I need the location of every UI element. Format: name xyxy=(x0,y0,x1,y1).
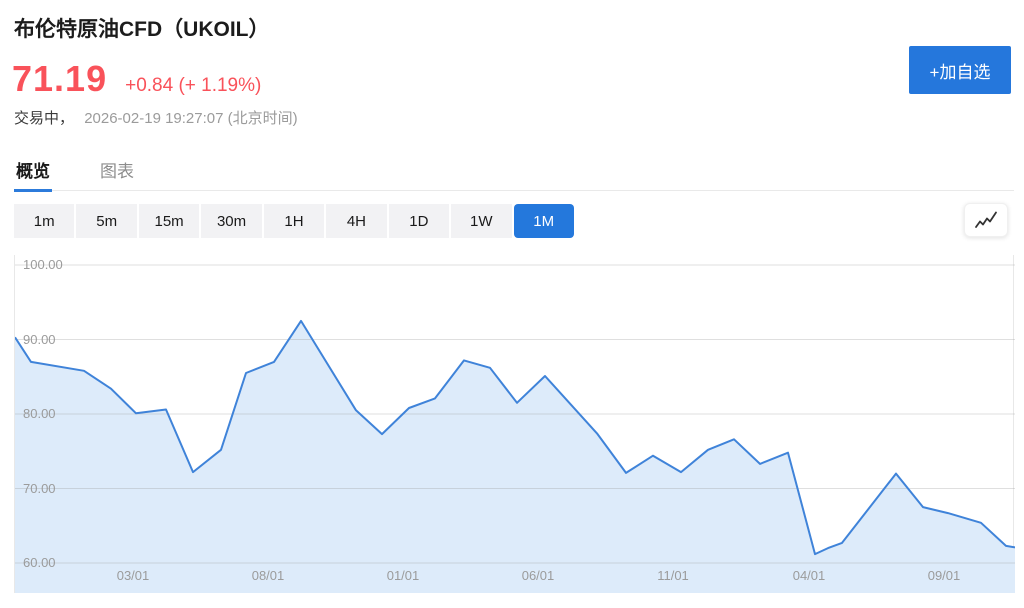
add-watchlist-button[interactable]: +加自选 xyxy=(909,46,1011,94)
x-axis-label: 03/01 xyxy=(116,568,150,583)
price-row: 71.19 +0.84 (+ 1.19%) xyxy=(12,58,261,100)
interval-button-30m[interactable]: 30m xyxy=(201,204,262,238)
x-axis-label: 11/01 xyxy=(657,568,689,583)
trading-status-row: 交易中， 2026-02-19 19:27:07 (北京时间) xyxy=(14,107,298,128)
interval-button-4h[interactable]: 4H xyxy=(326,204,387,238)
y-axis-label: 80.00 xyxy=(23,406,56,421)
interval-button-5m[interactable]: 5m xyxy=(76,204,137,238)
tab-overview[interactable]: 概览 xyxy=(14,155,52,192)
y-axis-label: 60.00 xyxy=(23,555,56,570)
chart-type-button[interactable] xyxy=(964,203,1008,237)
y-axis-label: 100.00 xyxy=(23,257,63,272)
interval-button-1m[interactable]: 1m xyxy=(14,204,75,238)
area-fill xyxy=(15,320,1015,593)
tab-bar: 概览 图表 xyxy=(14,155,1014,192)
x-axis-label: 09/01 xyxy=(927,568,961,583)
interval-button-1m[interactable]: 1M xyxy=(513,204,574,238)
interval-toolbar: 1m 5m 15m 30m 1H 4H 1D 1W 1M xyxy=(14,204,574,238)
interval-button-1d[interactable]: 1D xyxy=(388,204,450,238)
x-axis-label: 01/01 xyxy=(386,568,420,583)
interval-button-15m[interactable]: 15m xyxy=(138,204,200,238)
x-axis-label: 06/01 xyxy=(521,568,555,583)
last-price: 71.19 xyxy=(12,58,108,99)
area-chart-canvas xyxy=(15,264,1015,593)
price-change: +0.84 (+ 1.19%) xyxy=(125,75,262,96)
quote-timestamp: 2026-02-19 19:27:07 (北京时间) xyxy=(84,110,298,127)
price-line xyxy=(15,319,1015,556)
y-axis-label: 70.00 xyxy=(23,480,56,496)
instrument-title: 布伦特原油CFD（UKOIL） xyxy=(14,18,270,41)
x-axis-label: 04/01 xyxy=(792,568,826,583)
trading-status: 交易中， xyxy=(14,110,75,127)
y-axis-label: 90.00 xyxy=(23,331,56,347)
price-chart[interactable]: 100.00 90.00 80.00 70.00 60.00 03/01 08/01 01/0… xyxy=(14,255,1015,593)
interval-button-1h[interactable]: 1H xyxy=(263,204,325,238)
tab-chart[interactable]: 图表 xyxy=(100,162,134,181)
interval-button-1w[interactable]: 1W xyxy=(451,204,512,238)
trend-line-icon xyxy=(974,211,998,230)
x-axis-label: 08/01 xyxy=(251,568,285,583)
